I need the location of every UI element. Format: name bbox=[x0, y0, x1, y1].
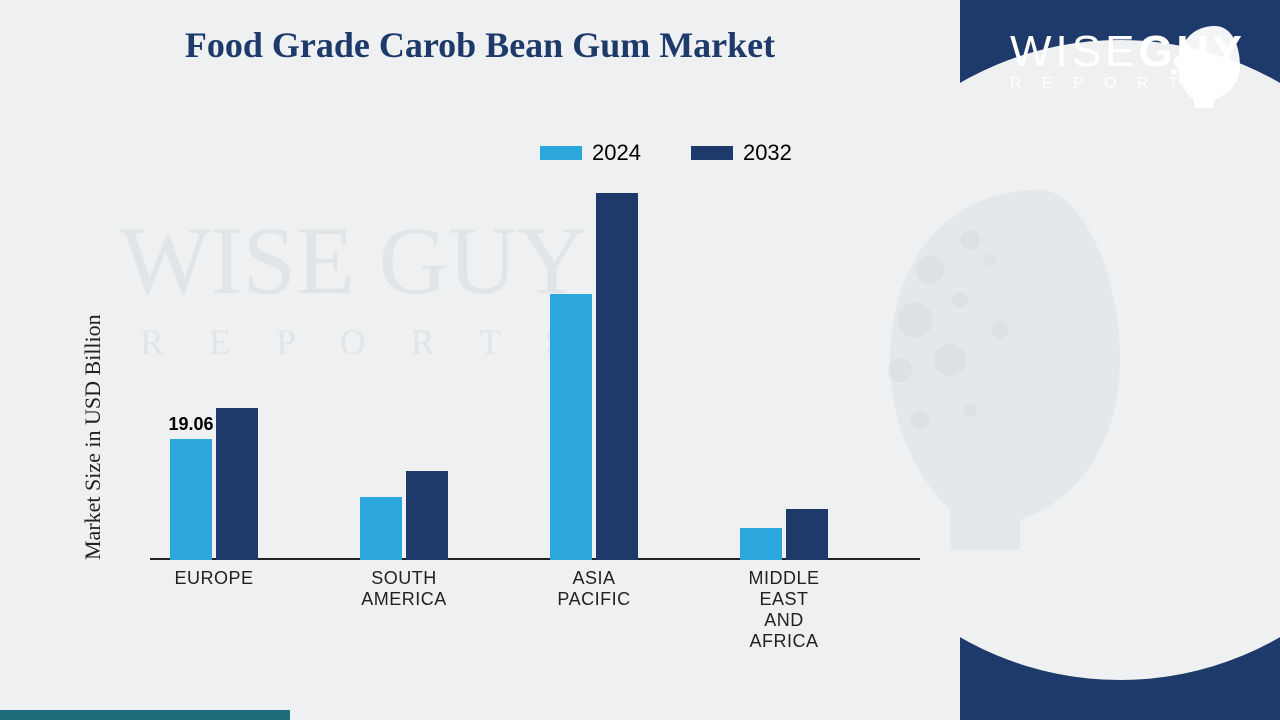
footer-accent bbox=[0, 710, 290, 720]
legend: 2024 2032 bbox=[540, 140, 792, 166]
legend-item: 2032 bbox=[691, 140, 792, 166]
chart-title: Food Grade Carob Bean Gum Market bbox=[0, 24, 960, 66]
category-label: EUROPE bbox=[130, 568, 298, 589]
bar bbox=[550, 294, 592, 560]
plot-area: 19.06 bbox=[150, 180, 920, 560]
legend-item: 2024 bbox=[540, 140, 641, 166]
bar bbox=[360, 497, 402, 560]
bar bbox=[786, 509, 828, 560]
bar bbox=[596, 193, 638, 560]
bar bbox=[216, 408, 258, 560]
bar bbox=[406, 471, 448, 560]
bar bbox=[170, 439, 212, 560]
legend-label: 2024 bbox=[592, 140, 641, 166]
brand-head-small-icon bbox=[1160, 20, 1250, 110]
legend-swatch bbox=[540, 146, 582, 160]
chart-canvas: WISE GUY R E P O R T S Food Grade Carob … bbox=[0, 0, 1280, 720]
brand-wise: WISE bbox=[1010, 27, 1138, 76]
category-label: ASIAPACIFIC bbox=[510, 568, 678, 610]
category-label: SOUTHAMERICA bbox=[320, 568, 488, 610]
legend-label: 2032 bbox=[743, 140, 792, 166]
legend-swatch bbox=[691, 146, 733, 160]
category-label: MIDDLEEASTANDAFRICA bbox=[700, 568, 868, 652]
bar bbox=[740, 528, 782, 560]
y-axis-label: Market Size in USD Billion bbox=[80, 314, 106, 560]
